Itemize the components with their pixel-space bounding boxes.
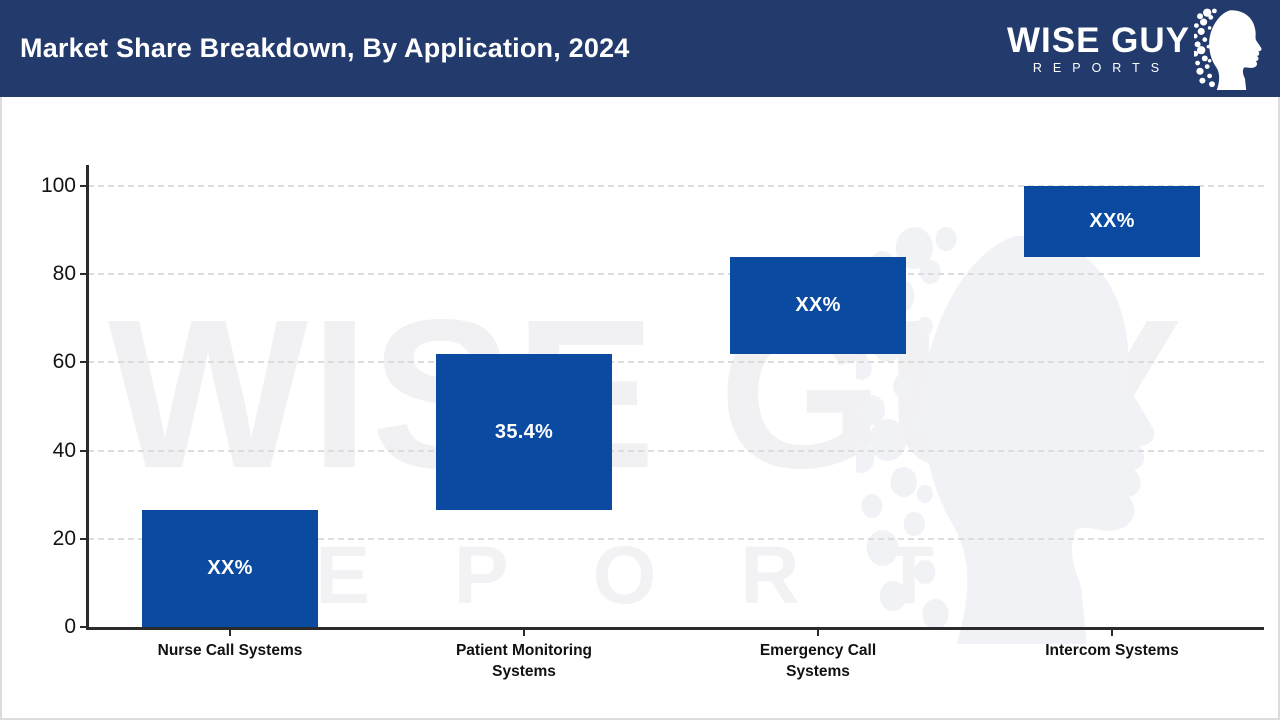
chart-title: Market Share Breakdown, By Application, … <box>20 33 630 63</box>
bar-value-label: XX% <box>207 557 253 580</box>
y-tick-mark <box>80 449 88 452</box>
y-gridline <box>88 361 1264 364</box>
y-tick-mark <box>80 537 88 540</box>
y-tick-label: 60 <box>52 350 76 374</box>
y-gridline <box>88 537 1264 540</box>
x-tick-mark <box>229 627 231 636</box>
bar-value-label: 35.4% <box>494 420 554 443</box>
x-tick-mark <box>523 627 525 636</box>
x-category-label: Patient Monitoring Systems <box>455 642 593 680</box>
y-tick-label: 80 <box>52 262 76 286</box>
x-tick-mark <box>817 627 819 636</box>
y-gridline <box>88 273 1264 276</box>
y-gridline <box>88 449 1264 452</box>
header: Market Share Breakdown, By Application, … <box>0 0 1280 97</box>
wiseguy-logo: WISE GUY REPORTS <box>1007 8 1266 90</box>
y-tick-mark <box>80 626 88 628</box>
wiseguy-head-icon <box>1194 8 1262 90</box>
y-gridline <box>88 185 1264 187</box>
bar-segment: XX% <box>1024 186 1200 257</box>
bar-value-label: XX% <box>795 294 841 316</box>
y-tick-label: 100 <box>40 174 76 197</box>
logo-tagline: REPORTS <box>1032 60 1171 75</box>
y-tick-label: 40 <box>52 438 76 462</box>
x-axis <box>86 627 1264 630</box>
y-tick-mark <box>80 185 88 187</box>
y-tick-label: 0 <box>64 615 76 638</box>
x-tick-mark <box>1111 627 1113 636</box>
y-tick-label: 20 <box>52 526 76 550</box>
bar-value-label: XX% <box>1089 210 1135 232</box>
x-category-label: Nurse Call Systems <box>157 642 303 659</box>
bar-segment: XX% <box>142 510 318 627</box>
logo-text: WISE GUY REPORTS <box>1007 23 1190 75</box>
logo-wordmark: WISE GUY <box>1006 20 1190 60</box>
y-axis <box>86 165 89 629</box>
y-tick-mark <box>80 361 88 364</box>
x-category-label: Emergency Call Systems <box>759 642 877 680</box>
y-tick-mark <box>80 273 88 276</box>
x-category-label: Intercom Systems <box>1045 642 1179 659</box>
bar-segment: 35.4% <box>436 354 612 511</box>
bar-segment: XX% <box>730 257 906 355</box>
